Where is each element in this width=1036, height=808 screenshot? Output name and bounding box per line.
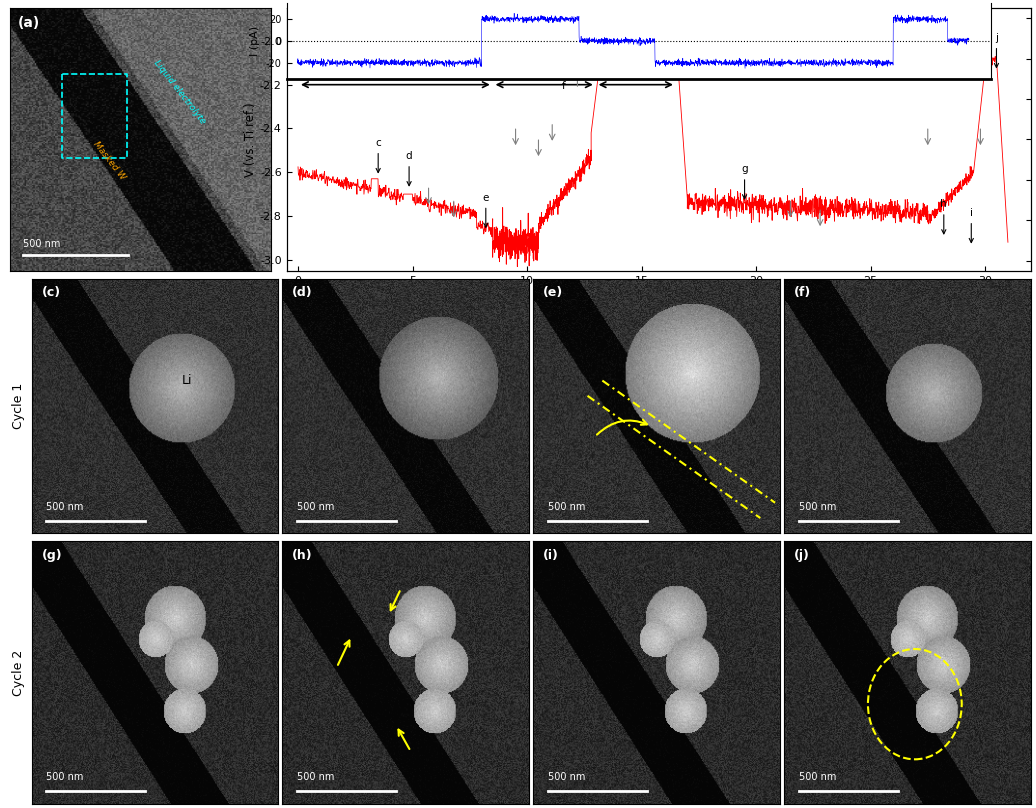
Text: 500 nm: 500 nm [47, 772, 84, 782]
Text: 500 nm: 500 nm [24, 239, 61, 249]
Text: Plate: Plate [380, 63, 411, 76]
Text: (h): (h) [292, 549, 313, 562]
X-axis label: t (min): t (min) [637, 291, 680, 304]
Text: h: h [941, 200, 947, 234]
Text: (d): (d) [292, 286, 313, 300]
Text: 500 nm: 500 nm [47, 503, 84, 512]
Text: (e): (e) [543, 286, 564, 300]
Y-axis label: V (vs. Ti ref.): V (vs. Ti ref.) [244, 102, 257, 177]
Text: (f): (f) [794, 286, 811, 300]
Text: 500 nm: 500 nm [297, 772, 335, 782]
Text: 500 nm: 500 nm [799, 503, 836, 512]
Text: (c): (c) [41, 286, 61, 300]
Text: Cycle 2: Cycle 2 [12, 650, 26, 696]
Text: j: j [995, 33, 999, 68]
Text: Liquid electrolyte: Liquid electrolyte [152, 58, 208, 126]
Text: (j): (j) [794, 549, 810, 562]
Text: f: f [562, 58, 566, 91]
Text: Strip: Strip [529, 63, 558, 76]
Text: i: i [970, 208, 974, 242]
Text: 500 nm: 500 nm [548, 772, 585, 782]
Text: Cycle 1: Cycle 1 [12, 383, 26, 429]
Text: g: g [742, 164, 748, 199]
Text: 500 nm: 500 nm [297, 503, 335, 512]
Text: (g): (g) [41, 549, 62, 562]
Text: Li: Li [182, 374, 193, 387]
Text: Open circuit: Open circuit [600, 63, 671, 76]
Text: d: d [406, 151, 412, 186]
Text: (i): (i) [543, 549, 559, 562]
Text: 500 nm: 500 nm [548, 503, 585, 512]
Text: 500 nm: 500 nm [799, 772, 836, 782]
Y-axis label: I (pA): I (pA) [251, 26, 260, 56]
Text: c: c [375, 138, 381, 173]
Text: Masked W: Masked W [92, 140, 127, 181]
Text: (a): (a) [19, 16, 40, 30]
Text: e: e [483, 192, 489, 227]
